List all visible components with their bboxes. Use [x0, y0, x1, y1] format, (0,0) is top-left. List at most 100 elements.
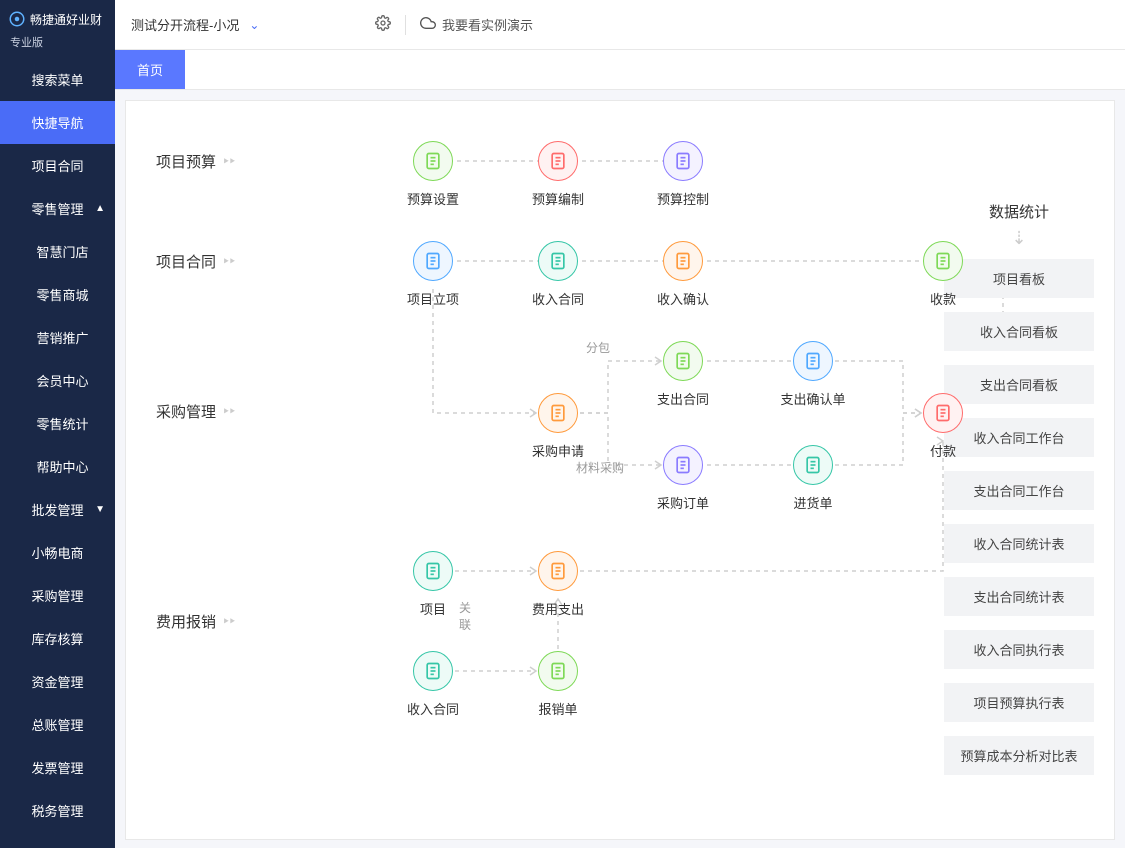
node-icon: [538, 393, 578, 433]
stats-button[interactable]: 收入合同执行表: [944, 630, 1094, 669]
sidebar-subitem[interactable]: 帮助中心: [0, 445, 115, 488]
canvas-wrap: 数据统计 ⇣ 项目看板收入合同看板支出合同看板收入合同工作台支出合同工作台收入合…: [115, 90, 1125, 848]
section-label: 项目预算: [156, 151, 235, 172]
tab-home[interactable]: 首页: [115, 50, 185, 89]
sidebar-item[interactable]: 项目合同: [0, 144, 115, 187]
sidebar-subitem[interactable]: 智慧门店: [0, 230, 115, 273]
node-icon: [413, 651, 453, 691]
flow-node-out_ct[interactable]: 支出合同: [646, 341, 720, 408]
node-icon: [413, 141, 453, 181]
stats-button[interactable]: 收入合同看板: [944, 312, 1094, 351]
sidebar-subitem[interactable]: 营销推广: [0, 316, 115, 359]
node-icon: [413, 241, 453, 281]
flow-node-pur_req[interactable]: 采购申请: [521, 393, 595, 460]
sidebar-subitem[interactable]: 零售商城: [0, 273, 115, 316]
node-label: 收入确认: [646, 289, 720, 308]
node-label: 预算控制: [646, 189, 720, 208]
node-label: 收入合同: [521, 289, 595, 308]
node-icon: [538, 651, 578, 691]
flow-node-exp_income[interactable]: 收入合同: [396, 651, 470, 718]
chevron-down-icon: ⌄: [249, 18, 259, 32]
node-icon: [538, 241, 578, 281]
node-label: 收入合同: [396, 699, 470, 718]
flow-node-payment[interactable]: 付款: [906, 393, 980, 460]
caret-icon: ▲: [95, 203, 105, 214]
node-label: 进货单: [776, 493, 850, 512]
flow-node-proj_start[interactable]: 项目立项: [396, 241, 470, 308]
edge-label: 关 联: [459, 599, 471, 633]
node-label: 采购申请: [521, 441, 595, 460]
sidebar-search[interactable]: 搜索菜单: [0, 58, 115, 101]
flow-node-income_ct[interactable]: 收入合同: [521, 241, 595, 308]
divider: [405, 15, 406, 35]
stats-button[interactable]: 收入合同统计表: [944, 524, 1094, 563]
sidebar-subitem[interactable]: 会员中心: [0, 359, 115, 402]
node-label: 采购订单: [646, 493, 720, 512]
flow-canvas: 数据统计 ⇣ 项目看板收入合同看板支出合同看板收入合同工作台支出合同工作台收入合…: [125, 100, 1115, 840]
node-label: 支出合同: [646, 389, 720, 408]
node-icon: [923, 393, 963, 433]
main: 测试分开流程-小况 ⌄ 我要看实例演示 首页 数据统计 ⇣ 项目看板收入合同看板…: [115, 0, 1125, 848]
flow-node-exp_out[interactable]: 费用支出: [521, 551, 595, 618]
demo-link[interactable]: 我要看实例演示: [420, 15, 533, 34]
stats-title: 数据统计: [944, 201, 1094, 222]
node-label: 项目立项: [396, 289, 470, 308]
sidebar-item[interactable]: 库存核算: [0, 617, 115, 660]
section-label: 采购管理: [156, 401, 235, 422]
caret-icon: ▼: [95, 504, 105, 515]
sidebar-item[interactable]: 税务管理: [0, 789, 115, 832]
sidebar-subitem[interactable]: 零售统计: [0, 402, 115, 445]
stats-button[interactable]: 项目预算执行表: [944, 683, 1094, 722]
sidebar-item[interactable]: 总账管理: [0, 703, 115, 746]
node-label: 预算设置: [396, 189, 470, 208]
flow-node-receipt[interactable]: 收款: [906, 241, 980, 308]
flow-node-pur_order[interactable]: 采购订单: [646, 445, 720, 512]
edition-label: 专业版: [0, 34, 115, 58]
flow-node-budget_make[interactable]: 预算编制: [521, 141, 595, 208]
flow-node-out_cf[interactable]: 支出确认单: [776, 341, 850, 408]
flow-node-income_cf[interactable]: 收入确认: [646, 241, 720, 308]
edge-label: 分包: [586, 339, 610, 356]
flow-node-budget_ctrl[interactable]: 预算控制: [646, 141, 720, 208]
node-icon: [663, 141, 703, 181]
node-label: 费用支出: [521, 599, 595, 618]
node-label: 预算编制: [521, 189, 595, 208]
org-selector[interactable]: 测试分开流程-小况 ⌄: [131, 15, 361, 34]
stats-button[interactable]: 支出合同统计表: [944, 577, 1094, 616]
node-label: 收款: [906, 289, 980, 308]
flow-node-budget_set[interactable]: 预算设置: [396, 141, 470, 208]
sidebar-item[interactable]: 零售管理▲: [0, 187, 115, 230]
stats-button[interactable]: 支出合同工作台: [944, 471, 1094, 510]
sidebar-item[interactable]: 快捷导航: [0, 101, 115, 144]
section-label: 费用报销: [156, 611, 235, 632]
node-icon: [413, 551, 453, 591]
logo: 畅捷通好业财: [0, 0, 115, 34]
node-icon: [538, 551, 578, 591]
edge-label: 材料采购: [576, 459, 624, 476]
tabbar: 首页: [115, 50, 1125, 90]
node-icon: [663, 445, 703, 485]
node-icon: [923, 241, 963, 281]
node-icon: [663, 341, 703, 381]
demo-label: 我要看实例演示: [442, 15, 533, 34]
sidebar-item[interactable]: 批发管理▼: [0, 488, 115, 531]
node-icon: [793, 341, 833, 381]
brand-name: 畅捷通好业财: [30, 11, 102, 28]
section-label: 项目合同: [156, 251, 235, 272]
flow-node-exp_claim[interactable]: 报销单: [521, 651, 595, 718]
sidebar-item[interactable]: 采购管理: [0, 574, 115, 617]
brand-icon: [8, 10, 26, 28]
node-icon: [663, 241, 703, 281]
sidebar-item[interactable]: 小畅电商: [0, 531, 115, 574]
node-label: 付款: [906, 441, 980, 460]
org-name: 测试分开流程-小况: [131, 15, 239, 34]
sidebar-item[interactable]: 发票管理: [0, 746, 115, 789]
cloud-icon: [420, 15, 436, 34]
flow-node-goods_in[interactable]: 进货单: [776, 445, 850, 512]
node-icon: [793, 445, 833, 485]
topbar: 测试分开流程-小况 ⌄ 我要看实例演示: [115, 0, 1125, 50]
stats-button[interactable]: 预算成本分析对比表: [944, 736, 1094, 775]
sidebar-item[interactable]: 资金管理: [0, 660, 115, 703]
gear-icon[interactable]: [375, 15, 391, 34]
node-icon: [538, 141, 578, 181]
